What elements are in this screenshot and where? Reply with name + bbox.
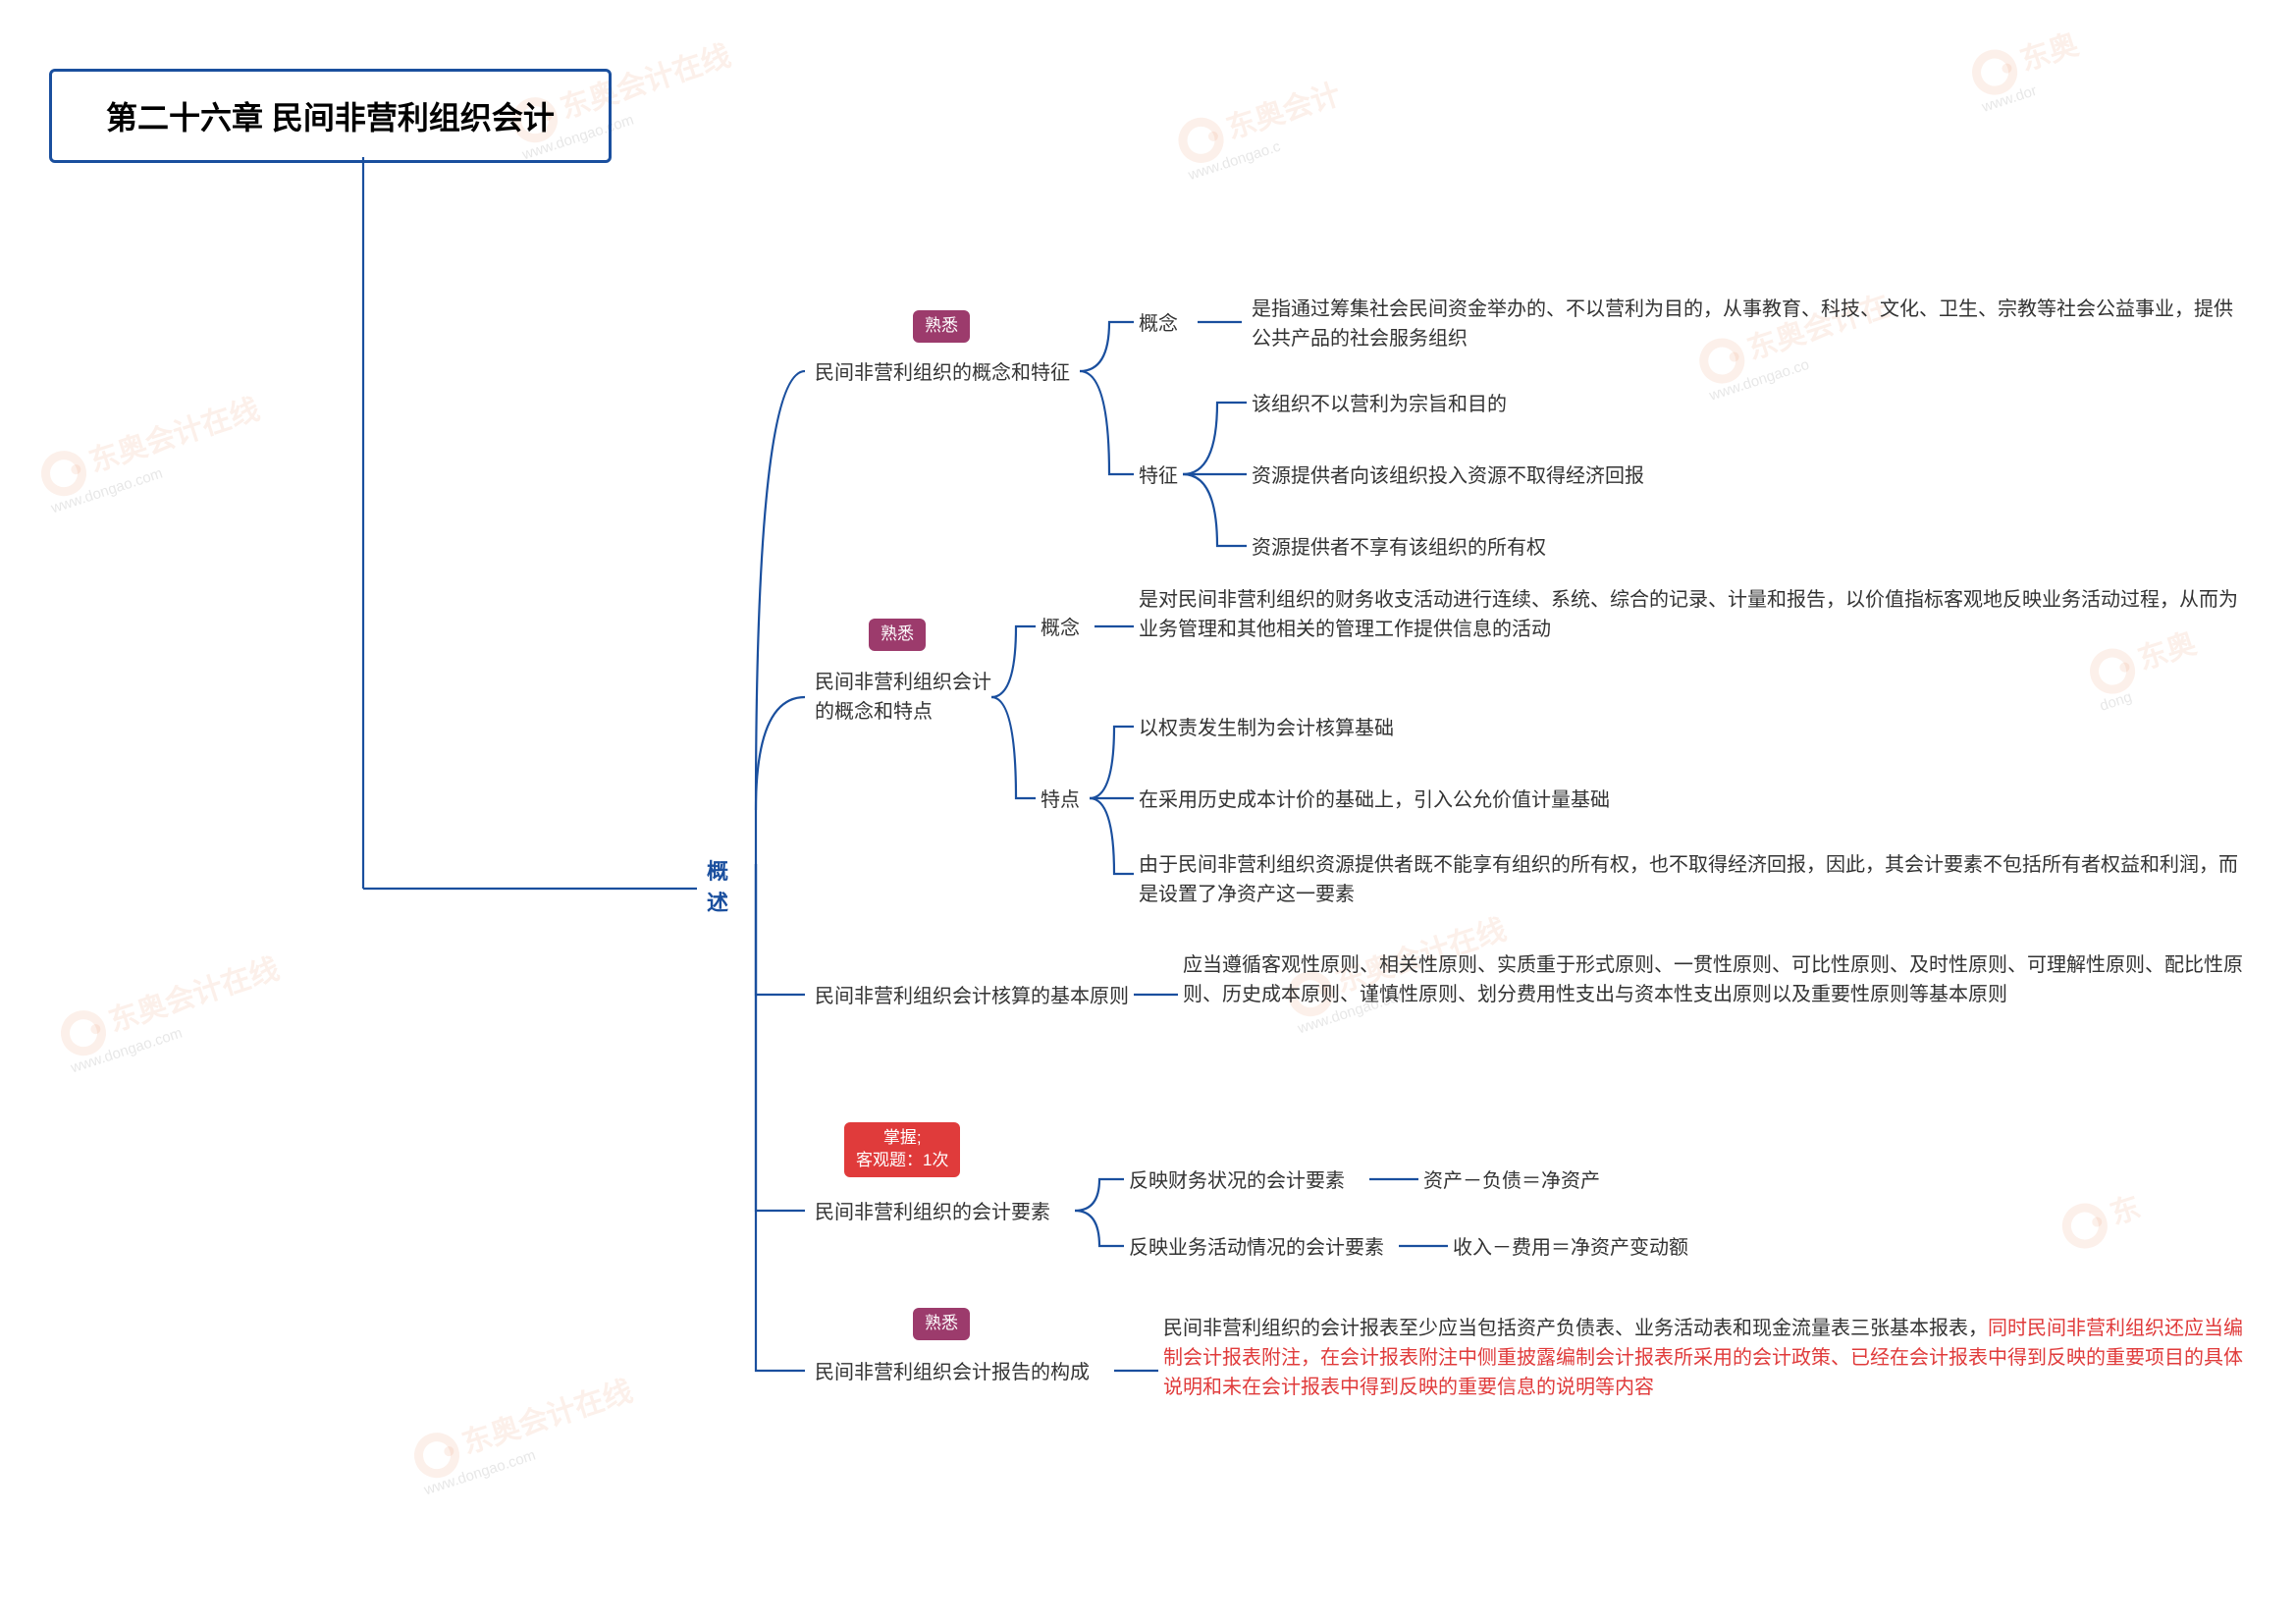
mindmap-node: 概念 [1139,309,1198,339]
section-char-1: 概 [707,854,728,886]
mindmap-node: 民间非营利组织的概念和特征 [815,358,1080,388]
mindmap-node: 资源提供者不享有该组织的所有权 [1252,533,1939,563]
mindmap-node: 资源提供者向该组织投入资源不取得经济回报 [1252,461,1939,491]
mindmap-node: 是指通过筹集社会民间资金举办的、不以营利为目的，从事教育、科技、文化、卫生、宗教… [1252,295,2233,353]
section-char-2: 述 [707,886,728,917]
mindmap-node: 该组织不以营利为宗旨和目的 [1252,390,1939,419]
badge-master: 掌握; 客观题：1次 [844,1122,960,1177]
watermark: 东 [2056,1186,2147,1254]
mindmap-node: 特征 [1139,461,1198,491]
connector [756,371,805,810]
mindmap-node: 民间非营利组织的会计要素 [815,1198,1070,1227]
mindmap-node: 资产－负债＝净资产 [1423,1166,1816,1196]
watermark: 东奥www.dor [1966,24,2090,116]
connector [991,626,1036,697]
connector [991,697,1036,798]
mindmap-node: 民间非营利组织的会计报表至少应当包括资产负债表、业务活动表和现金流量表三张基本报… [1163,1314,2248,1402]
watermark: 东奥会计www.dongao.c [1173,74,1353,185]
mindmap-node: 民间非营利组织会计的概念和特点 [815,668,991,727]
connector [1075,1179,1124,1211]
mindmap-node: 特点 [1041,785,1099,815]
badge-familiar-2: 熟悉 [869,619,926,651]
mindmap-node: 在采用历史成本计价的基础上，引入公允价值计量基础 [1139,785,1924,815]
badge-familiar-1: 熟悉 [913,310,970,343]
chapter-title-text: 第二十六章 民间非营利组织会计 [106,100,555,135]
mindmap-node: 概念 [1041,614,1099,643]
connector [756,864,805,1371]
connector [1075,1211,1124,1246]
connector [756,697,805,810]
mindmap-node: 反映业务活动情况的会计要素 [1129,1233,1394,1263]
mindmap-node: 是对民间非营利组织的财务收支活动进行连续、系统、综合的记录、计量和报告，以价值指… [1139,585,2248,644]
connector [1080,371,1134,474]
chapter-title: 第二十六章 民间非营利组织会计 [49,69,612,163]
connector [756,864,805,1211]
section-overview-label: 概 述 [707,854,728,917]
badge-familiar-3: 熟悉 [913,1308,970,1340]
mindmap-node: 应当遵循客观性原则、相关性原则、实质重于形式原则、一贯性原则、可比性原则、及时性… [1183,950,2248,1009]
mindmap-node: 以权责发生制为会计核算基础 [1139,714,1924,743]
connector [1080,322,1134,371]
mindmap-node: 反映财务状况的会计要素 [1129,1166,1364,1196]
watermark: 东奥会计在线www.dongao.com [35,389,271,517]
watermark: 东奥会计在线www.dongao.com [408,1371,644,1499]
connector [756,864,805,995]
mindmap-node: 民间非营利组织会计核算的基本原则 [815,982,1129,1011]
mindmap-node: 民间非营利组织会计报告的构成 [815,1358,1109,1387]
watermark: 东奥会计在线www.dongao.com [55,948,291,1077]
mindmap-node: 收入－费用＝净资产变动额 [1453,1233,1845,1263]
mindmap-node: 由于民间非营利组织资源提供者既不能享有组织的所有权，也不取得经济回报，因此，其会… [1139,850,2248,909]
